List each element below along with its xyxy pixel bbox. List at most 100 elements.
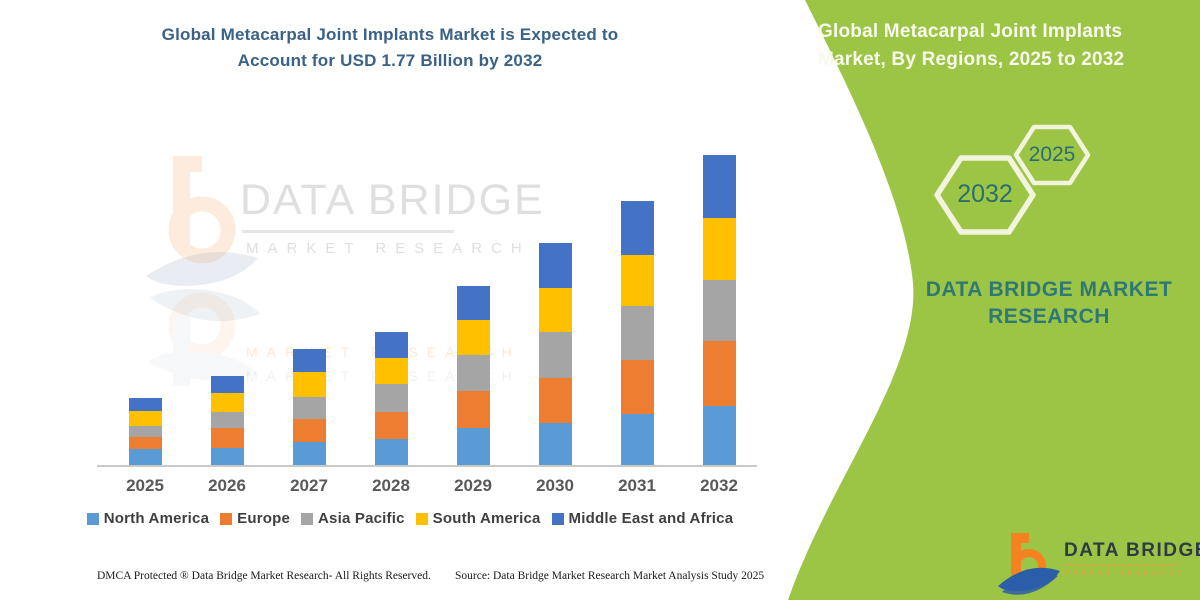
logo-rule xyxy=(1064,565,1178,566)
x-axis-label-2027: 2027 xyxy=(290,476,328,495)
bar-segment-2027-middle-east-and-africa xyxy=(292,349,326,373)
bar-segment-2025-north-america xyxy=(128,449,162,465)
stacked-bar-2027 xyxy=(292,349,326,465)
bar-segment-2031-asia-pacific xyxy=(620,305,654,360)
dmca-notice: DMCA Protected ® Data Bridge Market Rese… xyxy=(97,570,431,582)
stacked-bar-2029 xyxy=(456,286,490,465)
bar-segment-2029-south-america xyxy=(456,319,490,355)
chart-title-line1: Global Metacarpal Joint Implants Market … xyxy=(161,25,619,44)
bar-segment-2027-south-america xyxy=(292,372,326,397)
bar-segment-2029-europe xyxy=(456,391,490,429)
legend-label: Europe xyxy=(237,510,291,527)
bar-segment-2028-south-america xyxy=(374,358,408,385)
chart-legend: North America Europe Asia Pacific South Ame… xyxy=(60,510,760,527)
legend-swatch-icon xyxy=(551,512,564,525)
bar-segment-2032-europe xyxy=(702,340,736,406)
bar-segment-2029-asia-pacific xyxy=(456,354,490,392)
x-axis-label-2026: 2026 xyxy=(208,476,246,495)
brand-line1: DATA BRIDGE MARKET xyxy=(925,278,1173,301)
data-bridge-logo-text: DATA BRIDGE MARKET RESEARCH xyxy=(1064,540,1200,577)
bar-segment-2029-north-america xyxy=(456,428,490,465)
stacked-bar-2032 xyxy=(702,155,736,465)
bar-slot-2028 xyxy=(350,150,432,465)
legend-swatch-icon xyxy=(86,512,99,525)
bar-segment-2029-middle-east-and-africa xyxy=(456,286,490,320)
legend-item-europe: Europe xyxy=(220,510,290,527)
x-axis-line xyxy=(97,465,757,467)
x-axis-label-2030: 2030 xyxy=(536,476,574,495)
bar-segment-2032-south-america xyxy=(702,218,736,280)
chart-title: Global Metacarpal Joint Implants Market … xyxy=(40,22,740,74)
x-axis-label-2028: 2028 xyxy=(372,476,410,495)
hexagon-2032-icon xyxy=(934,155,1036,235)
legend-item-asia-pacific: Asia Pacific xyxy=(301,510,405,527)
bar-segment-2032-middle-east-and-africa xyxy=(702,155,736,219)
legend-swatch-icon xyxy=(301,512,314,525)
bar-segment-2031-middle-east-and-africa xyxy=(620,200,654,255)
right-panel-title-line1: Global Metacarpal Joint Implants xyxy=(818,21,1123,42)
bar-segment-2031-north-america xyxy=(620,414,654,465)
stacked-bar-2031 xyxy=(620,200,654,465)
bar-segment-2032-north-america xyxy=(702,405,736,465)
bar-slot-2027 xyxy=(268,150,350,465)
bar-slot-2025 xyxy=(104,150,186,465)
bar-segment-2025-south-america xyxy=(128,410,162,427)
legend-swatch-icon xyxy=(220,512,233,525)
bar-segment-2027-europe xyxy=(292,419,326,443)
hexagon-2032-label: 2032 xyxy=(957,180,1013,208)
bar-segment-2027-north-america xyxy=(292,442,326,465)
data-bridge-logo-icon xyxy=(998,533,1060,595)
bar-segment-2027-asia-pacific xyxy=(292,396,326,420)
legend-item-south-america: South America xyxy=(415,510,541,527)
legend-item-middle-east-and-africa: Middle East and Africa xyxy=(551,510,734,527)
stacked-bar-chart xyxy=(104,150,760,465)
hexagon-2025-label: 2025 xyxy=(1028,143,1076,166)
right-panel-brand-text: DATA BRIDGE MARKET RESEARCH xyxy=(915,276,1183,330)
x-axis-label-2029: 2029 xyxy=(454,476,492,495)
stacked-bar-2030 xyxy=(538,242,572,465)
legend-label: Asia Pacific xyxy=(318,510,405,527)
bar-segment-2031-europe xyxy=(620,359,654,415)
x-axis-labels: 2025 2026 2027 2028 2029 2030 2031 2032 xyxy=(104,476,760,496)
bar-segment-2026-north-america xyxy=(210,447,244,465)
green-curved-shape xyxy=(788,0,1200,600)
bar-slot-2029 xyxy=(432,150,514,465)
bar-segment-2028-middle-east-and-africa xyxy=(374,331,408,359)
bar-slot-2031 xyxy=(596,150,678,465)
right-panel-title-line2: Market, By Regions, 2025 to 2032 xyxy=(818,49,1125,70)
bar-segment-2030-europe xyxy=(538,377,572,423)
hexagon-2025-icon xyxy=(1013,124,1091,186)
x-axis-label-2032: 2032 xyxy=(700,476,738,495)
legend-label: Middle East and Africa xyxy=(568,510,734,527)
bar-slot-2026 xyxy=(186,150,268,465)
bar-segment-2032-asia-pacific xyxy=(702,279,736,341)
bar-segment-2030-asia-pacific xyxy=(538,332,572,378)
logo-subtitle: MARKET RESEARCH xyxy=(1064,568,1186,577)
bar-segment-2026-europe xyxy=(210,428,244,448)
legend-item-north-america: North America xyxy=(86,510,210,527)
bar-segment-2028-europe xyxy=(374,412,408,439)
bar-segment-2028-north-america xyxy=(374,438,408,465)
bar-segment-2025-europe xyxy=(128,436,162,450)
bar-segment-2028-asia-pacific xyxy=(374,384,408,413)
bar-segment-2026-middle-east-and-africa xyxy=(210,375,244,394)
stacked-bar-2028 xyxy=(374,331,408,465)
chart-title-line2: Account for USD 1.77 Billion by 2032 xyxy=(237,51,543,70)
bar-segment-2030-south-america xyxy=(538,288,572,332)
x-axis-label-2025: 2025 xyxy=(126,476,164,495)
legend-label: North America xyxy=(103,510,210,527)
bar-segment-2030-north-america xyxy=(538,423,572,465)
logo-name: DATA BRIDGE xyxy=(1064,540,1200,561)
bar-segment-2025-asia-pacific xyxy=(128,426,162,437)
brand-line2: RESEARCH xyxy=(988,305,1110,328)
source-note: Source: Data Bridge Market Research Mark… xyxy=(455,570,765,582)
bar-segment-2030-middle-east-and-africa xyxy=(538,242,572,289)
bar-segment-2026-south-america xyxy=(210,393,244,413)
legend-label: South America xyxy=(432,510,541,527)
bar-slot-2032 xyxy=(678,150,760,465)
right-panel-title: Global Metacarpal Joint Implants Market,… xyxy=(818,18,1148,74)
bar-slot-2030 xyxy=(514,150,596,465)
bar-segment-2031-south-america xyxy=(620,254,654,306)
